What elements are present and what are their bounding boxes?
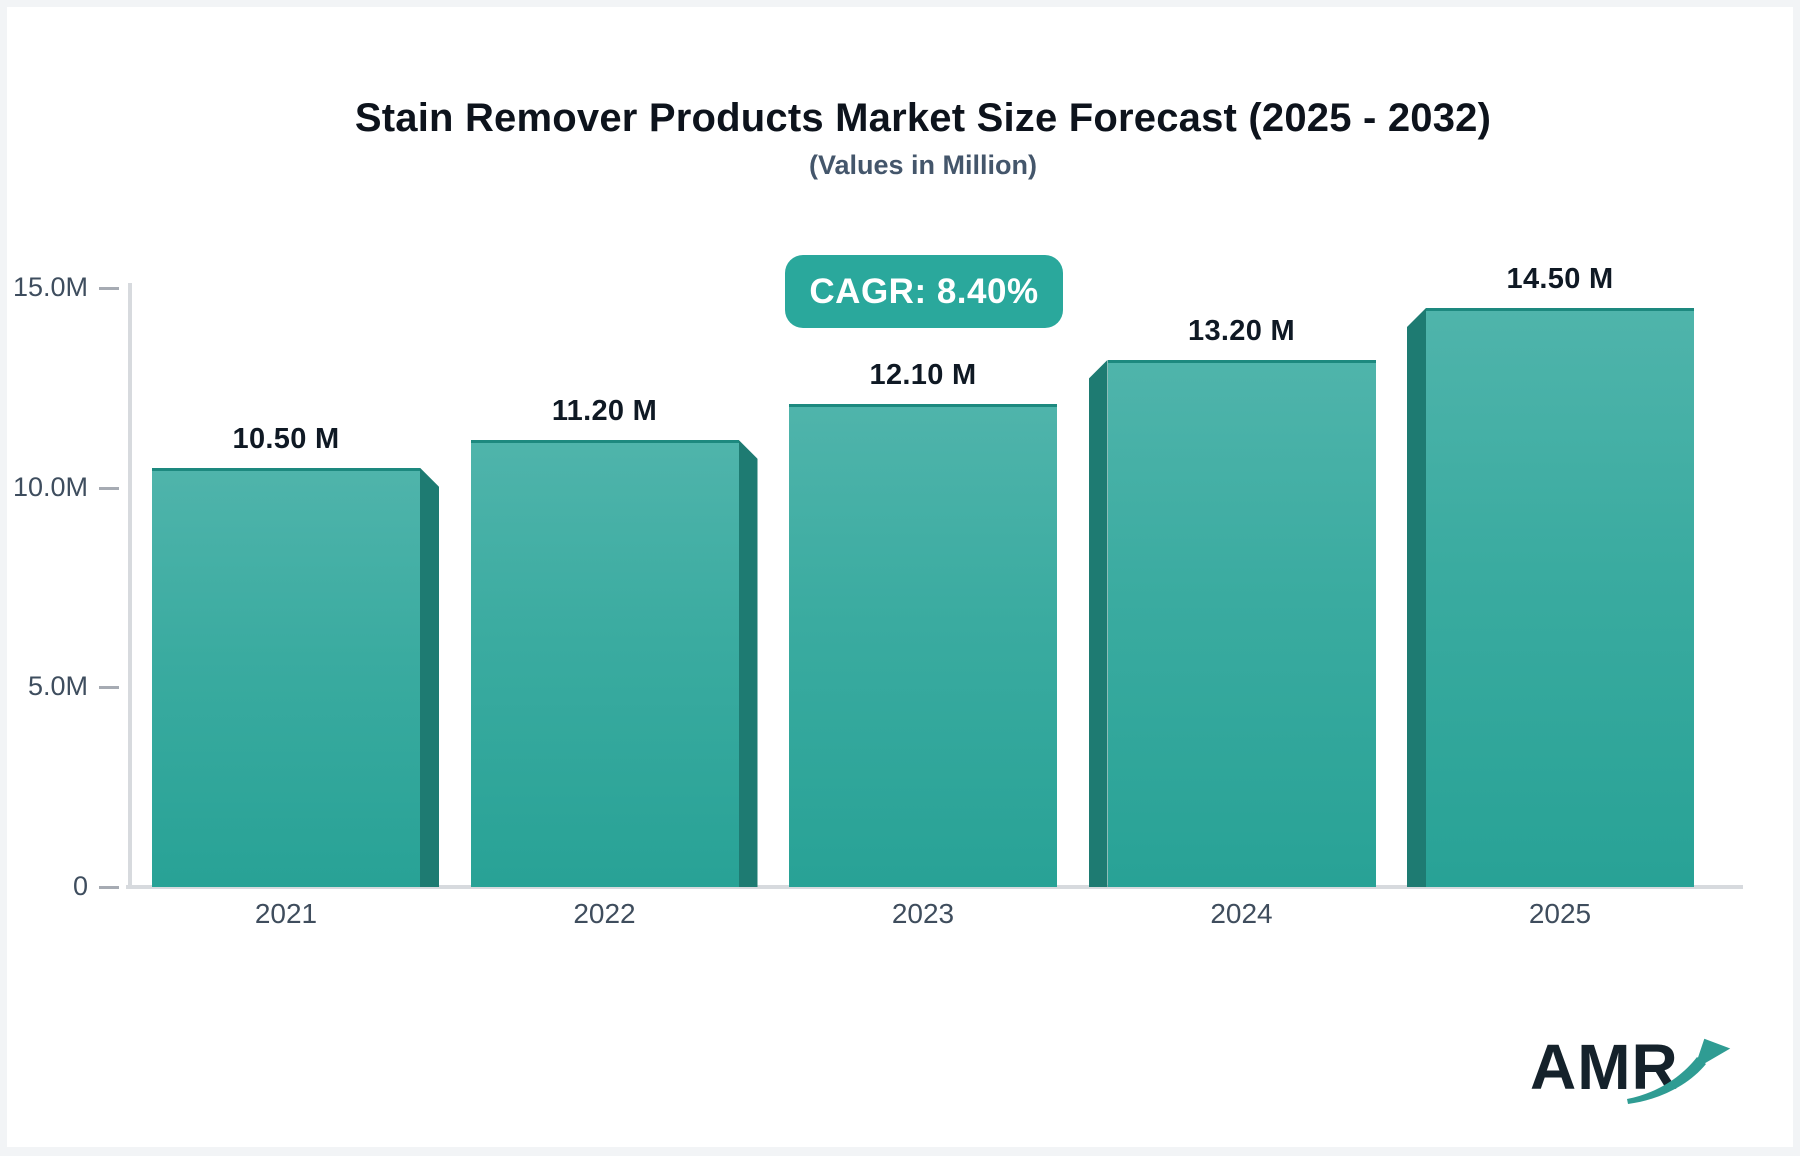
x-axis-tick-label: 2024	[1210, 898, 1273, 929]
y-axis-tick-mark	[99, 287, 119, 290]
chart-subtitle: (Values in Million)	[808, 150, 1038, 180]
y-axis-tick-label: 5.0M	[27, 671, 88, 702]
y-axis-tick-label: 15.0M	[12, 272, 88, 302]
y-axis-tick-mark	[99, 486, 119, 490]
bar-3d-side-2021	[420, 467, 439, 887]
chart-title: Stain Remover Products Market Size Forec…	[354, 96, 1492, 140]
x-axis-tick-label: 2025	[1528, 898, 1592, 929]
bar-2025	[1426, 307, 1694, 887]
bar-2022	[470, 439, 739, 887]
bar-value-label: 13.20 M	[1188, 314, 1295, 347]
bar-value-label: 10.50 M	[232, 422, 340, 455]
amr-logo-arrow-icon	[1627, 1038, 1731, 1104]
cagr-badge: CAGR: 8.40%	[785, 255, 1063, 328]
x-axis-tick-label: 2021	[254, 898, 318, 929]
y-axis-tick-mark	[99, 886, 119, 889]
amr-logo: AMR	[1530, 1030, 1731, 1110]
cagr-badge-label: CAGR: 8.40%	[809, 271, 1039, 311]
bar-value-label: 12.10 M	[869, 358, 977, 391]
chart-card: Stain Remover Products Market Size Forec…	[7, 7, 1793, 1147]
x-axis-line	[126, 885, 1743, 889]
y-axis-tick-label: 0	[72, 871, 88, 901]
bar-3d-side-2025	[1407, 307, 1426, 887]
bar-2023	[789, 403, 1057, 887]
bar-3d-side-2022	[738, 439, 758, 887]
bar-value-label: 11.20 M	[551, 394, 658, 427]
x-axis-tick-label: 2023	[891, 898, 955, 929]
bar-3d-side-2024	[1088, 359, 1108, 887]
y-axis-tick-mark	[99, 686, 119, 690]
y-axis-line	[128, 283, 132, 889]
y-axis-tick-label: 10.0M	[12, 471, 88, 502]
bar-2021	[152, 467, 420, 887]
x-axis-tick-label: 2022	[573, 898, 636, 929]
bar-2024	[1107, 359, 1376, 887]
bar-value-label: 14.50 M	[1506, 262, 1614, 295]
